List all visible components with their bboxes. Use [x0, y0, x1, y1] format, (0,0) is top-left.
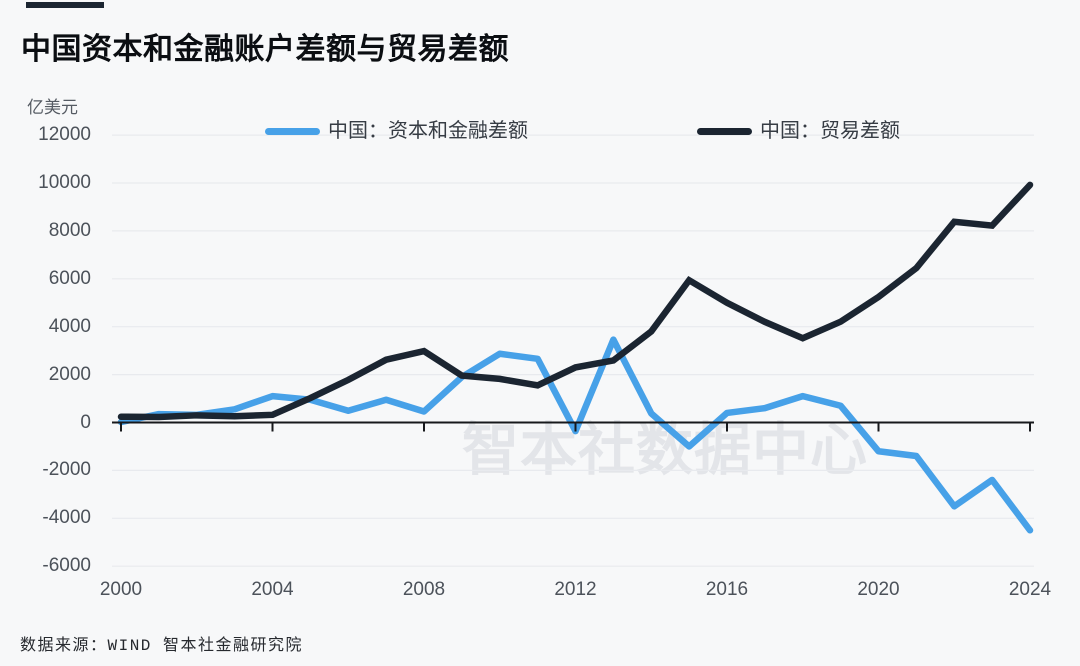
x-tick-label: 2004 [251, 579, 294, 600]
x-tick-label: 2000 [99, 579, 143, 600]
legend-item-trade: 中国：贸易差额 [697, 119, 900, 143]
x-tick-label: 2016 [705, 579, 749, 600]
y-tick-label: 0 [80, 411, 91, 433]
legend-swatch-capital-icon [265, 127, 320, 135]
y-tick-label: -6000 [42, 555, 91, 577]
page-title: 中国资本和金融账户差额与贸易差额 [21, 33, 509, 66]
x-tick-label: 2008 [402, 579, 446, 600]
y-tick-label: -2000 [42, 459, 91, 481]
y-tick-label: 4000 [48, 315, 91, 337]
y-tick-label: 10000 [38, 172, 91, 193]
legend-item-capital: 中国：资本和金融差额 [265, 119, 528, 143]
x-tick-label: 2024 [1008, 579, 1052, 600]
y-axis-unit-label: 亿美元 [27, 98, 78, 117]
legend-swatch-trade-icon [697, 127, 752, 135]
series-line-trade [117, 181, 1034, 421]
accent-bar [26, 2, 104, 8]
y-tick-label: 8000 [48, 219, 91, 241]
x-tick-label: 2012 [554, 579, 597, 600]
legend-label-capital: 中国：资本和金融差额 [328, 120, 528, 142]
y-tick-label: -4000 [42, 507, 91, 529]
source-note: 数据来源：WIND 智本社金融研究院 [20, 637, 304, 655]
x-tick-label: 2020 [857, 579, 900, 600]
legend-label-trade: 中国：贸易差额 [760, 120, 900, 142]
y-tick-label: 6000 [48, 267, 91, 289]
y-tick-label: 2000 [48, 363, 91, 385]
y-tick-label: 12000 [38, 124, 91, 146]
